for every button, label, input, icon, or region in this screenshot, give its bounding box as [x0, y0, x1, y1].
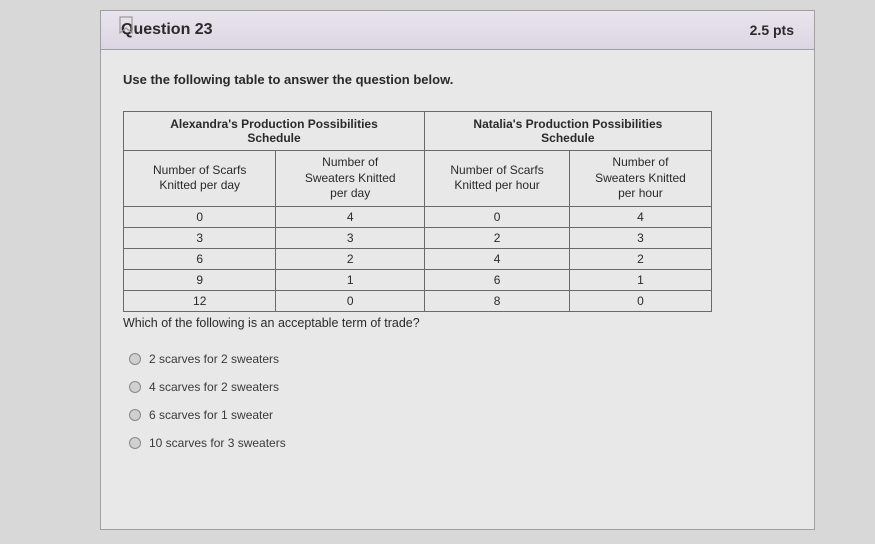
- table-row: 12 0 8 0: [124, 290, 712, 311]
- question-container: Question 23 2.5 pts Use the following ta…: [100, 10, 815, 530]
- option-row[interactable]: 6 scarves for 1 sweater: [129, 408, 792, 422]
- table-row: 3 3 2 3: [124, 227, 712, 248]
- radio-icon[interactable]: [129, 381, 141, 393]
- option-label: 2 scarves for 2 sweaters: [149, 352, 279, 366]
- group-header-right-line1: Natalia's Production Possibilities: [473, 117, 662, 131]
- group-header-left-line1: Alexandra's Production Possibilities: [170, 117, 378, 131]
- question-header: Question 23 2.5 pts: [101, 11, 814, 50]
- table-group-header-right: Natalia's Production Possibilities Sched…: [425, 112, 712, 151]
- option-label: 6 scarves for 1 sweater: [149, 408, 273, 422]
- option-row[interactable]: 2 scarves for 2 sweaters: [129, 352, 792, 366]
- col-header-3: Number of Scarfs Knitted per hour: [425, 151, 570, 207]
- question-body: Use the following table to answer the qu…: [101, 50, 814, 468]
- option-label: 4 scarves for 2 sweaters: [149, 380, 279, 394]
- col-header-1: Number of Scarfs Knitted per day: [124, 151, 276, 207]
- option-label: 10 scarves for 3 sweaters: [149, 436, 286, 450]
- option-row[interactable]: 10 scarves for 3 sweaters: [129, 436, 792, 450]
- bookmark-icon[interactable]: [118, 16, 134, 34]
- question-title: Question 23: [121, 21, 213, 39]
- col-header-2: Number of Sweaters Knitted per day: [276, 151, 425, 207]
- answer-options: 2 scarves for 2 sweaters 4 scarves for 2…: [123, 352, 792, 450]
- group-header-right-line2: Schedule: [541, 131, 594, 145]
- radio-icon[interactable]: [129, 437, 141, 449]
- table-row: 0 4 0 4: [124, 206, 712, 227]
- col-header-4: Number of Sweaters Knitted per hour: [570, 151, 712, 207]
- instruction-text: Use the following table to answer the qu…: [123, 72, 792, 87]
- group-header-left-line2: Schedule: [247, 131, 300, 145]
- question-points: 2.5 pts: [750, 22, 794, 38]
- radio-icon[interactable]: [129, 409, 141, 421]
- table-row: 9 1 6 1: [124, 269, 712, 290]
- table-row: 6 2 4 2: [124, 248, 712, 269]
- option-row[interactable]: 4 scarves for 2 sweaters: [129, 380, 792, 394]
- follow-question-text: Which of the following is an acceptable …: [123, 316, 792, 330]
- radio-icon[interactable]: [129, 353, 141, 365]
- production-table: Alexandra's Production Possibilities Sch…: [123, 111, 712, 312]
- table-group-header-left: Alexandra's Production Possibilities Sch…: [124, 112, 425, 151]
